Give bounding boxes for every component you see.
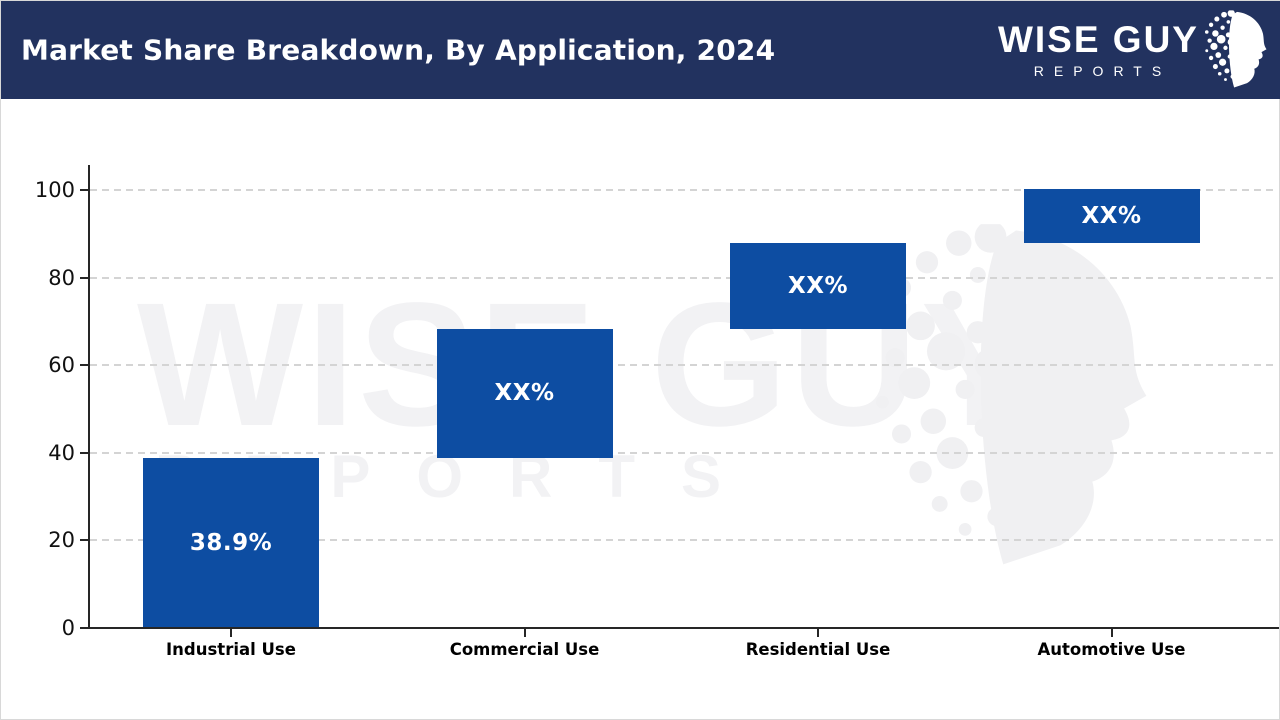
x-category-label-1: Commercial Use: [449, 640, 600, 659]
wise-guy-reports-logo: WISE GUY REPORTS: [998, 5, 1273, 95]
gridline-40: [90, 451, 1278, 454]
y-tick-label-80: 80: [48, 265, 75, 290]
logo-reports-label: REPORTS: [1033, 63, 1172, 79]
y-tick-mark-0: [80, 627, 88, 629]
y-tick-mark-20: [80, 539, 88, 542]
bar-residential-use: XX%: [730, 242, 906, 330]
x-tick-mark-3: [1110, 629, 1113, 637]
x-category-label-0: Industrial Use: [166, 640, 296, 659]
header-banner: Market Share Breakdown, By Application, …: [1, 1, 1280, 99]
chart-title: Market Share Breakdown, By Application, …: [21, 33, 776, 67]
y-axis-line: [88, 165, 90, 629]
y-tick-mark-60: [80, 364, 88, 367]
gridline-100: [90, 189, 1278, 192]
x-axis-line: [88, 627, 1279, 629]
logo-text: WISE GUY REPORTS: [998, 21, 1199, 79]
x-tick-mark-0: [230, 629, 232, 637]
bar-industrial-use: 38.9%: [143, 457, 319, 628]
y-tick-label-60: 60: [48, 353, 75, 378]
bar-value-label: XX%: [1081, 202, 1142, 229]
bar-automotive-use: XX%: [1023, 188, 1200, 243]
y-tick-label-100: 100: [34, 178, 75, 203]
bar-value-label: XX%: [787, 272, 848, 299]
y-tick-mark-100: [80, 189, 88, 192]
y-tick-label-20: 20: [48, 528, 75, 553]
bar-value-label: XX%: [494, 380, 555, 407]
bar-commercial-use: XX%: [436, 329, 613, 458]
y-tick-label-40: 40: [48, 440, 75, 465]
gridline-80: [90, 276, 1278, 279]
y-tick-mark-80: [80, 276, 88, 279]
x-tick-mark-2: [817, 629, 819, 637]
y-tick-label-0: 0: [61, 616, 75, 640]
x-category-label-2: Residential Use: [745, 640, 891, 659]
gridline-60: [90, 364, 1278, 367]
logo-face-icon: [1201, 7, 1273, 93]
gridline-20: [90, 539, 1278, 542]
x-tick-mark-1: [523, 629, 526, 637]
logo-wise-guy-label: WISE GUY: [997, 19, 1199, 60]
bar-value-label: 38.9%: [189, 529, 273, 556]
x-category-label-3: Automotive Use: [1037, 640, 1186, 659]
y-tick-mark-40: [80, 451, 88, 454]
